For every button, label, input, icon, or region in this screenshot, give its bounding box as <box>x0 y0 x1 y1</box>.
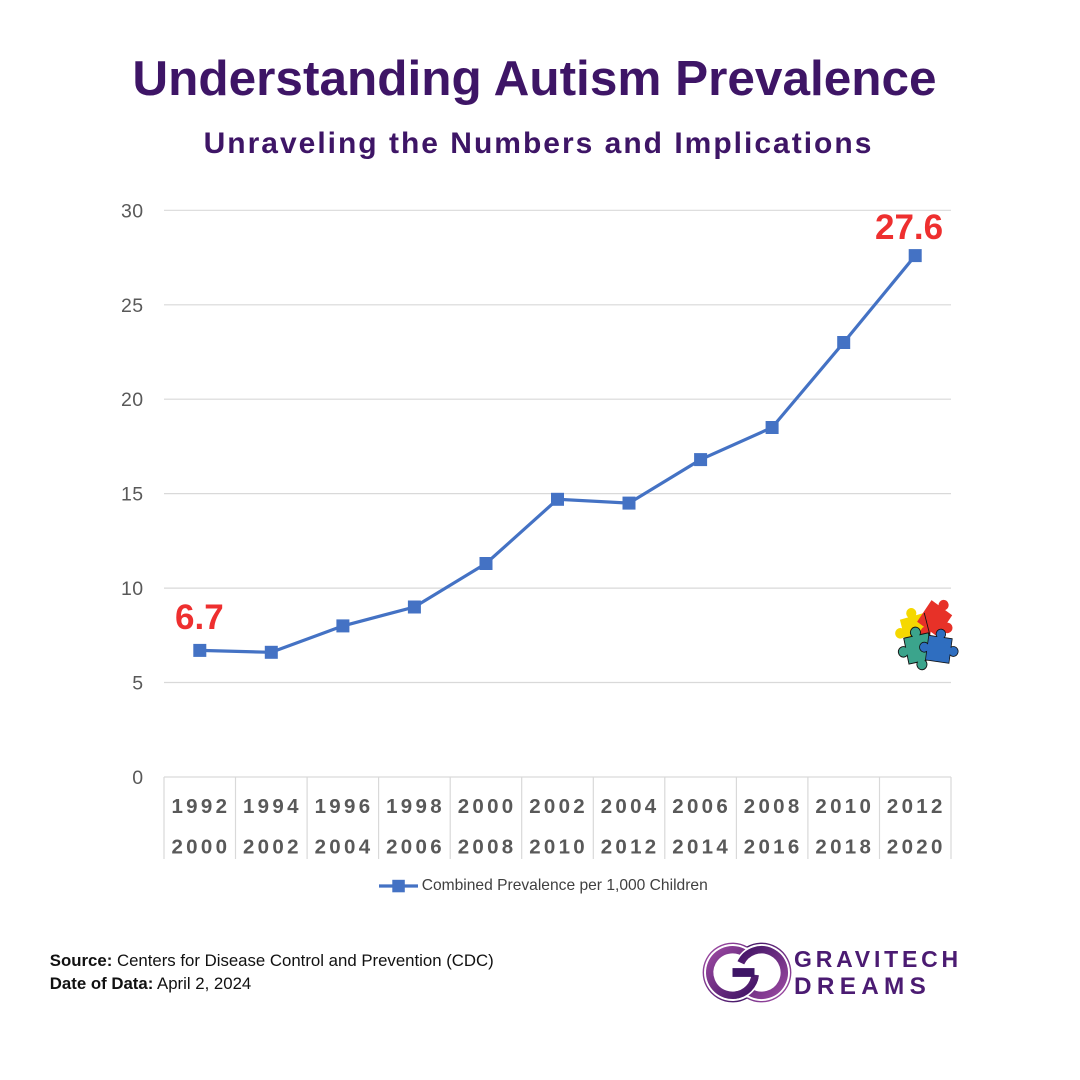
svg-text:15: 15 <box>121 484 144 506</box>
svg-text:2000: 2000 <box>171 836 230 859</box>
svg-text:30: 30 <box>121 200 144 222</box>
svg-text:2004: 2004 <box>601 795 660 818</box>
svg-text:25: 25 <box>121 295 144 317</box>
svg-text:2012: 2012 <box>601 836 660 859</box>
svg-text:2016: 2016 <box>744 836 803 859</box>
svg-text:2006: 2006 <box>672 795 731 818</box>
svg-text:2002: 2002 <box>529 795 588 818</box>
svg-text:2018: 2018 <box>815 836 874 859</box>
svg-text:2010: 2010 <box>815 795 874 818</box>
svg-text:2008: 2008 <box>458 836 517 859</box>
svg-text:2008: 2008 <box>744 795 803 818</box>
svg-text:5: 5 <box>132 673 143 695</box>
svg-text:2020: 2020 <box>887 836 946 859</box>
svg-text:0: 0 <box>132 767 143 789</box>
svg-text:2002: 2002 <box>243 836 302 859</box>
svg-text:2006: 2006 <box>386 836 445 859</box>
svg-text:20: 20 <box>121 389 144 411</box>
svg-text:2012: 2012 <box>887 795 946 818</box>
svg-text:2000: 2000 <box>458 795 517 818</box>
svg-text:1998: 1998 <box>386 795 445 818</box>
svg-text:1996: 1996 <box>315 795 374 818</box>
svg-text:10: 10 <box>121 578 144 600</box>
svg-text:2004: 2004 <box>315 836 374 859</box>
svg-text:1992: 1992 <box>171 795 230 818</box>
svg-text:2014: 2014 <box>672 836 731 859</box>
svg-text:2010: 2010 <box>529 836 588 859</box>
svg-text:1994: 1994 <box>243 795 302 818</box>
